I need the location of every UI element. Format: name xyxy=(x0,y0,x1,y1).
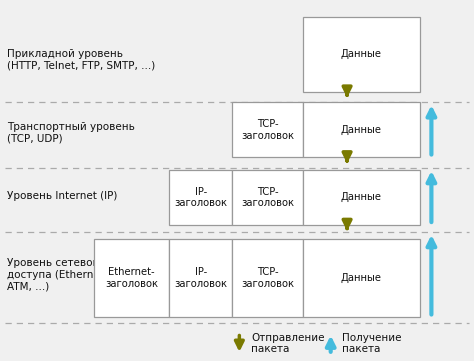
Bar xyxy=(169,170,232,225)
Bar xyxy=(232,239,302,317)
Text: IP-
заголовок: IP- заголовок xyxy=(174,268,227,289)
Text: TCP-
заголовок: TCP- заголовок xyxy=(241,119,294,141)
Text: Ethernet-
заголовок: Ethernet- заголовок xyxy=(105,268,158,289)
Bar xyxy=(302,239,419,317)
Text: Данные: Данные xyxy=(341,273,382,283)
Bar xyxy=(232,102,302,157)
Bar xyxy=(302,102,419,157)
Text: Получение
пакета: Получение пакета xyxy=(342,333,402,355)
Text: Прикладной уровень
(HTTP, Telnet, FTP, SMTP, ...): Прикладной уровень (HTTP, Telnet, FTP, S… xyxy=(8,49,156,70)
Text: Данные: Данные xyxy=(341,125,382,135)
Text: Отправление
пакета: Отправление пакета xyxy=(251,333,325,355)
Bar xyxy=(302,170,419,225)
Text: Уровень сетевого
доступа (Ethernet, FDDI,
ATM, ...): Уровень сетевого доступа (Ethernet, FDDI… xyxy=(8,258,139,291)
Bar xyxy=(94,239,169,317)
Text: TCP-
заголовок: TCP- заголовок xyxy=(241,187,294,208)
Text: Транспортный уровень
(TCP, UDP): Транспортный уровень (TCP, UDP) xyxy=(8,122,136,143)
Text: TCP-
заголовок: TCP- заголовок xyxy=(241,268,294,289)
Text: Уровень Internet (IP): Уровень Internet (IP) xyxy=(8,191,118,201)
Text: Данные: Данные xyxy=(341,192,382,203)
Text: Данные: Данные xyxy=(341,49,382,59)
Bar xyxy=(232,170,302,225)
Text: IP-
заголовок: IP- заголовок xyxy=(174,187,227,208)
Bar xyxy=(302,17,419,92)
Bar xyxy=(169,239,232,317)
